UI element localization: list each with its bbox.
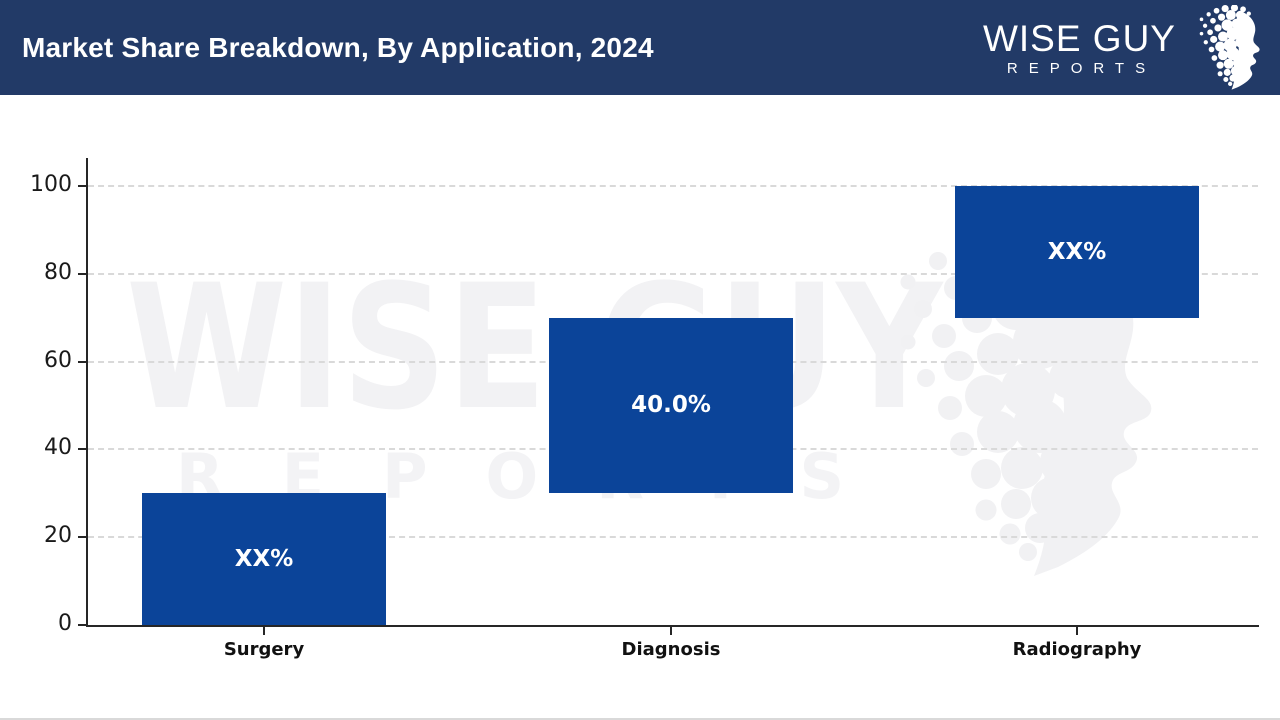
y-tick-label: 100	[30, 172, 72, 197]
x-category-label-radiography: Radiography	[1012, 639, 1142, 660]
y-tick-label: 0	[58, 611, 72, 636]
y-axis-line	[86, 158, 88, 627]
y-tick-mark	[78, 360, 86, 363]
bar-value-label: XX%	[1047, 238, 1107, 265]
brand-wordmark: WISE GUY	[982, 17, 1176, 59]
page-title: Market Share Breakdown, By Application, …	[22, 31, 654, 63]
y-tick-mark	[78, 185, 86, 187]
gridline-80	[88, 272, 1258, 275]
y-tick-label: 40	[44, 435, 72, 461]
bar-diagnosis: 40.0%	[549, 317, 793, 494]
brand-logo: WISE GUY REPORTS	[983, 4, 1266, 91]
x-tick-mark	[1076, 627, 1078, 635]
y-tick-mark	[78, 536, 86, 539]
bar-value-label: XX%	[234, 546, 294, 573]
x-tick-mark	[670, 627, 672, 635]
header-bar: Market Share Breakdown, By Application, …	[0, 0, 1280, 95]
gridline-20	[88, 536, 1258, 539]
bar-value-label: 40.0%	[631, 392, 711, 419]
x-category-label-diagnosis: Diagnosis	[621, 639, 721, 660]
x-tick-mark	[263, 627, 265, 635]
x-category-label-surgery: Surgery	[223, 639, 305, 660]
x-axis-line	[86, 625, 1259, 627]
brand-logo-text: WISE GUY REPORTS	[983, 20, 1176, 76]
brand-face-icon	[1199, 4, 1260, 90]
y-tick-label: 20	[44, 523, 72, 549]
bar-surgery: XX%	[142, 493, 386, 625]
y-tick-mark	[78, 624, 86, 626]
y-tick-label: 60	[44, 347, 72, 373]
y-tick-label: 80	[44, 259, 72, 285]
bar-radiography: XX%	[955, 186, 1199, 318]
gridline-100	[88, 185, 1258, 187]
y-tick-mark	[78, 272, 86, 275]
y-tick-mark	[78, 448, 86, 451]
brand-subtext: REPORTS	[1006, 59, 1157, 77]
